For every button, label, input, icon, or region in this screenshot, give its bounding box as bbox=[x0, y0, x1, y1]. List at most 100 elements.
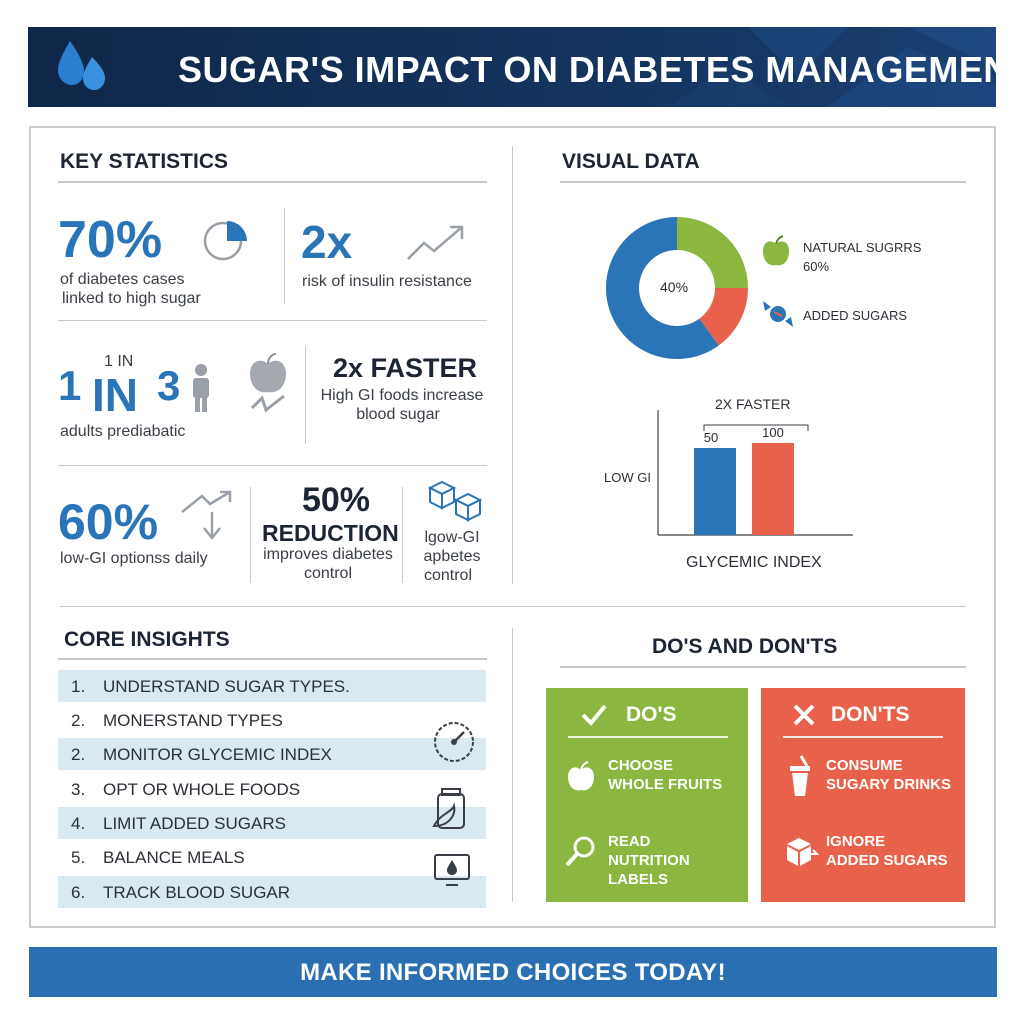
call-to-action-text: MAKE INFORMED CHOICES TODAY! bbox=[300, 959, 726, 986]
insight-number: 4. bbox=[71, 814, 86, 833]
insight-text: MONERSTAND TYPES bbox=[103, 711, 283, 730]
donts-rule bbox=[783, 736, 943, 738]
insight-number: 6. bbox=[71, 883, 86, 902]
added-sugars-label: ADDED SUGARS bbox=[803, 308, 908, 323]
stat-70-line1: of diabetes cases bbox=[60, 271, 185, 288]
stat-1in3-three: 3 bbox=[157, 362, 181, 409]
apple-lightning-icon bbox=[250, 353, 286, 413]
stat-70-line2: linked to high sugar bbox=[62, 290, 201, 307]
natural-sugars-value: 60% bbox=[803, 259, 830, 274]
trend-up-icon bbox=[407, 225, 464, 260]
donts-item-2-line2: ADDED SUGARS bbox=[826, 852, 948, 869]
insight-text: MONITOR GLYCEMIC INDEX bbox=[103, 745, 332, 764]
bar-chart-data-label: 100 bbox=[762, 425, 784, 440]
donts-box: DON'TS CONSUME SUGARY DRINKS IGNORE ADDE… bbox=[761, 688, 965, 902]
stats-row-rule-1 bbox=[58, 320, 487, 321]
bottom-column-divider bbox=[512, 628, 513, 902]
bar-chart-x-label: GLYCEMIC INDEX bbox=[686, 554, 822, 571]
soda-cup-icon bbox=[790, 755, 810, 796]
insight-item: 2. MONERSTAND TYPES bbox=[58, 704, 486, 736]
stat-50-line1: improves diabetes bbox=[263, 546, 393, 563]
insight-item: 4. LIMIT ADDED SUGARS bbox=[58, 807, 486, 839]
insight-item: 3. OPT OR WHOLE FOODS bbox=[58, 773, 486, 805]
insight-text: OPT OR WHOLE FOODS bbox=[103, 780, 301, 799]
donut-slice bbox=[677, 217, 748, 288]
insight-number: 2. bbox=[71, 711, 86, 730]
key-statistics-rule bbox=[58, 181, 487, 183]
insight-item: 5. BALANCE MEALS bbox=[58, 841, 486, 873]
food-jar-icon bbox=[432, 788, 465, 829]
donts-item-1-line1: CONSUME bbox=[826, 757, 903, 774]
dos-item-2-line2: NUTRITION bbox=[608, 852, 690, 869]
stat-1in3-text: adults prediabatic bbox=[60, 423, 186, 440]
donts-item-2-line1: IGNORE bbox=[826, 833, 886, 850]
pie-chart-icon bbox=[203, 221, 247, 261]
top-column-divider bbox=[512, 146, 513, 584]
x-mark-icon bbox=[793, 704, 815, 726]
sugar-box-icon bbox=[787, 838, 819, 866]
middle-divider bbox=[60, 606, 966, 607]
insight-item: 6. TRACK BLOOD SUGAR bbox=[58, 876, 486, 908]
water-drops-icon bbox=[58, 41, 105, 90]
donut-center-label: 40% bbox=[660, 279, 689, 295]
bar-chart-y-label: LOW GI bbox=[604, 470, 651, 485]
header-banner: SUGAR'S IMPACT ON DIABETES MANAGEMENT bbox=[28, 27, 996, 107]
insight-item: 2. MONITOR GLYCEMIC INDEX bbox=[58, 738, 486, 770]
core-insights-rule bbox=[58, 658, 487, 660]
insight-number: 2. bbox=[71, 745, 86, 764]
stat-60-value: 60% bbox=[58, 494, 159, 550]
stat-1in3-small-label: 1 IN bbox=[104, 353, 134, 370]
bar-chart-bar bbox=[694, 448, 736, 535]
content-panel bbox=[29, 126, 996, 928]
candy-icon bbox=[763, 301, 793, 327]
donts-title: DON'TS bbox=[831, 703, 910, 726]
sugar-donut-chart bbox=[605, 217, 748, 359]
stat-faster-line1: High GI foods increase bbox=[320, 387, 484, 404]
stat-faster-value: 2x FASTER bbox=[333, 353, 478, 383]
stat-1in3-in: IN bbox=[92, 369, 138, 421]
header-background-pattern bbox=[668, 27, 996, 107]
visual-data-rule bbox=[560, 181, 966, 183]
apple-icon bbox=[763, 235, 789, 266]
stats-row-rule-2 bbox=[58, 465, 487, 466]
dos-rule bbox=[568, 736, 728, 738]
donts-item-1-line2: SUGARY DRINKS bbox=[826, 776, 952, 793]
insight-text: UNDERSTAND SUGAR TYPES. bbox=[103, 677, 350, 696]
call-to-action-banner: MAKE INFORMED CHOICES TODAY! bbox=[29, 947, 997, 997]
bar-chart-data-label: 50 bbox=[704, 430, 718, 445]
page-title: SUGAR'S IMPACT ON DIABETES MANAGEMENT bbox=[178, 49, 996, 90]
stat-1in3-one: 1 bbox=[58, 362, 82, 409]
checkmark-icon bbox=[581, 704, 607, 726]
insight-text: LIMIT ADDED SUGARS bbox=[103, 814, 286, 833]
stat-60-text: low-GI optionss daily bbox=[60, 550, 208, 567]
insight-item: 1. UNDERSTAND SUGAR TYPES. bbox=[58, 670, 486, 702]
stat-divider-2 bbox=[305, 346, 306, 444]
stat-50-value: 50% bbox=[301, 481, 371, 519]
key-statistics-title: KEY STATISTICS bbox=[60, 150, 229, 173]
stat-divider bbox=[284, 208, 285, 304]
donut-slice bbox=[699, 288, 748, 346]
monitor-drop-icon bbox=[434, 854, 470, 886]
insight-number: 5. bbox=[71, 848, 86, 867]
stat-50-reduction: REDUCTION bbox=[262, 520, 399, 546]
insight-number: 1. bbox=[71, 677, 86, 696]
stat-lowgi-line3: control bbox=[423, 567, 473, 584]
dos-box: DO'S CHOOSE WHOLE FRUITS READ NUTRITION … bbox=[546, 688, 748, 902]
stat-faster-line2: blood sugar bbox=[356, 406, 440, 423]
glycemic-bar-chart: 50 100 bbox=[657, 410, 853, 536]
bar-chart-top-label: 2X FASTER bbox=[715, 396, 791, 412]
dos-item-2-line3: LABELS bbox=[608, 871, 668, 888]
bar-chart-bracket bbox=[703, 424, 809, 431]
gauge-icon bbox=[434, 722, 474, 762]
natural-sugars-label: NATURAL SUGRRS bbox=[803, 240, 922, 255]
visual-data-title: VISUAL DATA bbox=[562, 150, 700, 173]
bar-chart-bar bbox=[752, 443, 794, 535]
dos-item-1-line2: WHOLE FRUITS bbox=[608, 776, 723, 793]
dos-item-1-line1: CHOOSE bbox=[608, 757, 674, 774]
person-icon bbox=[193, 364, 209, 412]
magnifier-icon bbox=[565, 836, 595, 867]
insight-text: TRACK BLOOD SUGAR bbox=[103, 883, 291, 902]
insight-text: BALANCE MEALS bbox=[103, 848, 245, 867]
stat-50-line2: control bbox=[303, 565, 353, 582]
stat-divider-3 bbox=[250, 487, 251, 583]
